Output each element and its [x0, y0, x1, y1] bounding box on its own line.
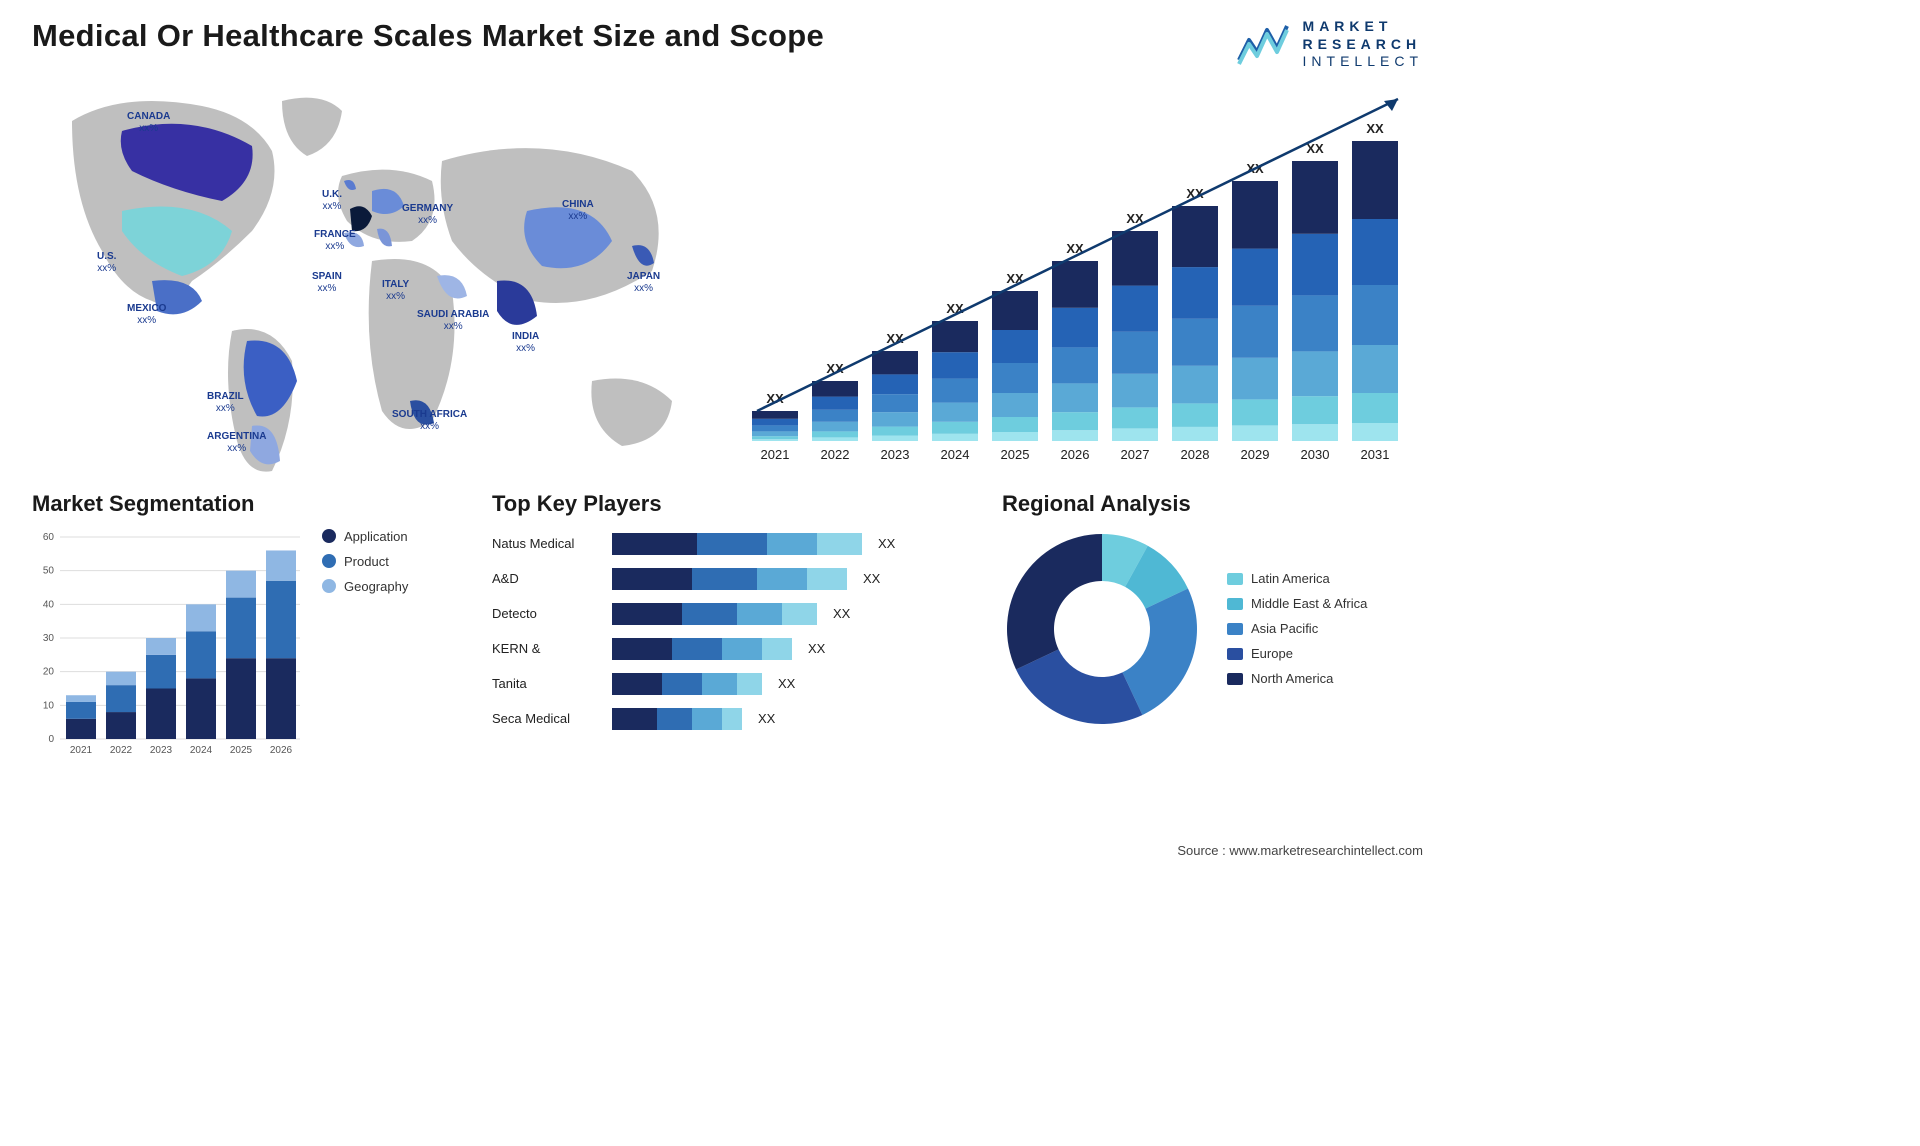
svg-text:10: 10: [43, 700, 55, 711]
svg-text:2028: 2028: [1181, 447, 1210, 462]
legend-item: Latin America: [1227, 571, 1367, 586]
legend-item: Geography: [322, 579, 408, 594]
segmentation-panel: Market Segmentation 0 10 20 30 40 50 60 2021 202…: [32, 491, 462, 764]
legend-item: Asia Pacific: [1227, 621, 1367, 636]
regional-donut: [1002, 529, 1202, 729]
growth-chart: XX2021XX2022XX2023XX2024XX2025XX2026XX20…: [732, 81, 1432, 481]
map-label: GERMANYxx%: [402, 203, 453, 227]
map-label: SPAINxx%: [312, 271, 342, 295]
page-title: Medical Or Healthcare Scales Market Size…: [32, 18, 824, 54]
map-label: MEXICOxx%: [127, 303, 166, 327]
logo-line3: INTELLECT: [1303, 53, 1423, 71]
map-label: SOUTH AFRICAxx%: [392, 409, 467, 433]
svg-text:XX: XX: [1006, 271, 1024, 286]
svg-text:2025: 2025: [230, 745, 253, 756]
map-label: CHINAxx%: [562, 199, 594, 223]
player-row: TanitaXX: [492, 669, 972, 699]
players-chart: Natus MedicalXX A&DXX DetectoXX KERN &XX Tan…: [492, 529, 972, 734]
legend-item: Middle East & Africa: [1227, 596, 1367, 611]
svg-text:2025: 2025: [1001, 447, 1030, 462]
map-label: ITALYxx%: [382, 279, 409, 303]
map-label: INDIAxx%: [512, 331, 539, 355]
svg-text:2023: 2023: [150, 745, 173, 756]
map-label: ARGENTINAxx%: [207, 431, 266, 455]
regional-legend: Latin America Middle East & Africa Asia Pa…: [1227, 571, 1367, 686]
svg-text:50: 50: [43, 565, 55, 576]
map-label: U.S.xx%: [97, 251, 116, 275]
segmentation-chart: 0 10 20 30 40 50 60 2021 2022 2023 2024 2025 2026: [32, 529, 302, 764]
player-row: A&DXX: [492, 564, 972, 594]
svg-text:2022: 2022: [821, 447, 850, 462]
segmentation-legend: Application Product Geography: [322, 529, 408, 764]
growth-chart-svg: XX2021XX2022XX2023XX2024XX2025XX2026XX20…: [732, 81, 1432, 481]
svg-text:XX: XX: [1366, 121, 1384, 136]
source-attribution: Source : www.marketresearchintellect.com: [1177, 843, 1423, 858]
svg-text:2026: 2026: [270, 745, 293, 756]
legend-item: North America: [1227, 671, 1367, 686]
logo-line2: RESEARCH: [1303, 36, 1423, 54]
map-label: SAUDI ARABIAxx%: [417, 309, 489, 333]
svg-text:20: 20: [43, 666, 55, 677]
svg-text:2027: 2027: [1121, 447, 1150, 462]
regional-title: Regional Analysis: [1002, 491, 1423, 517]
logo-line1: MARKET: [1303, 18, 1423, 36]
svg-text:2031: 2031: [1361, 447, 1390, 462]
player-row: Seca MedicalXX: [492, 704, 972, 734]
map-label: U.K.xx%: [322, 189, 342, 213]
svg-text:2030: 2030: [1301, 447, 1330, 462]
legend-item: Europe: [1227, 646, 1367, 661]
map-label: FRANCExx%: [314, 229, 356, 253]
svg-text:2024: 2024: [941, 447, 970, 462]
svg-text:2024: 2024: [190, 745, 213, 756]
brand-logo: MARKET RESEARCH INTELLECT: [1237, 18, 1423, 71]
players-panel: Top Key Players Natus MedicalXX A&DXX Dete…: [492, 491, 972, 764]
svg-text:0: 0: [48, 734, 54, 745]
legend-item: Application: [322, 529, 408, 544]
player-row: DetectoXX: [492, 599, 972, 629]
svg-text:2021: 2021: [70, 745, 93, 756]
legend-item: Product: [322, 554, 408, 569]
svg-text:2026: 2026: [1061, 447, 1090, 462]
svg-text:60: 60: [43, 532, 55, 543]
svg-text:2023: 2023: [881, 447, 910, 462]
regional-panel: Regional Analysis Latin America Middle Ea…: [1002, 491, 1423, 764]
svg-text:40: 40: [43, 599, 55, 610]
player-row: KERN &XX: [492, 634, 972, 664]
world-map-svg: [32, 81, 712, 481]
player-row: Natus MedicalXX: [492, 529, 972, 559]
segmentation-title: Market Segmentation: [32, 491, 462, 517]
players-title: Top Key Players: [492, 491, 972, 517]
map-label: CANADAxx%: [127, 111, 170, 135]
logo-icon: [1237, 22, 1293, 66]
world-map: CANADAxx% U.S.xx% MEXICOxx% BRAZILxx% ARGENT…: [32, 81, 712, 481]
svg-text:2029: 2029: [1241, 447, 1270, 462]
map-label: BRAZILxx%: [207, 391, 244, 415]
svg-text:2021: 2021: [761, 447, 790, 462]
map-label: JAPANxx%: [627, 271, 660, 295]
svg-text:30: 30: [43, 633, 55, 644]
svg-text:2022: 2022: [110, 745, 133, 756]
